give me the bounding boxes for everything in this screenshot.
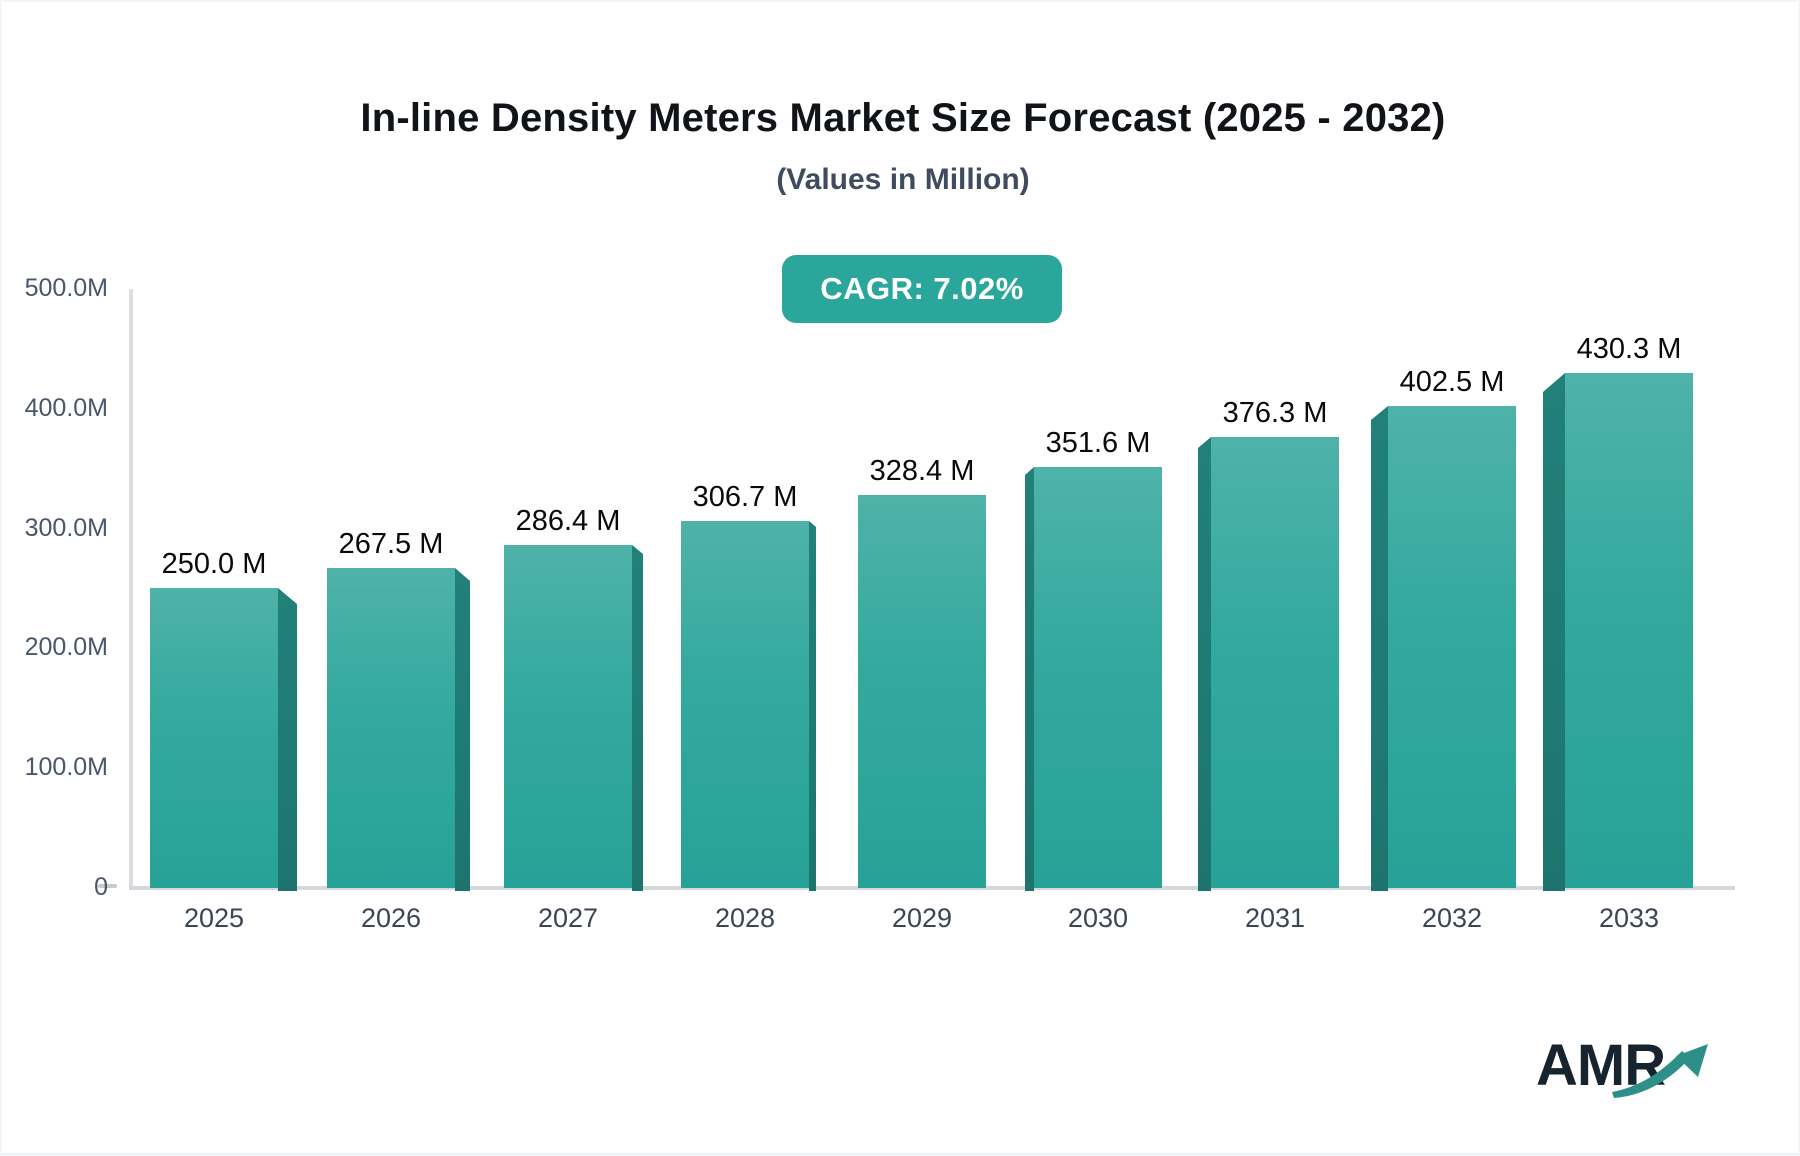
y-tick-label: 500.0M xyxy=(24,274,108,302)
bar-value-label: 250.0 M xyxy=(161,548,267,580)
bar-3d-side xyxy=(632,545,643,891)
bar-3d-side xyxy=(1543,373,1565,891)
x-tick-label-2026: 2026 xyxy=(360,903,422,933)
bar-value-label: 430.3 M xyxy=(1576,333,1682,365)
bar-value-label: 402.5 M xyxy=(1399,366,1505,398)
bar-3d-side xyxy=(278,588,297,891)
bar-value-label: 376.3 M xyxy=(1222,397,1328,429)
x-tick-label-2031: 2031 xyxy=(1244,903,1306,933)
bar-3d-side xyxy=(1371,406,1388,891)
bar-3d-side xyxy=(1025,467,1034,891)
x-tick-label-2030: 2030 xyxy=(1067,903,1129,933)
x-tick-label-2032: 2032 xyxy=(1421,903,1483,933)
bar-value-label: 267.5 M xyxy=(338,528,444,560)
bar-2032[interactable] xyxy=(1388,406,1516,888)
y-tick-label: 100.0M xyxy=(24,753,108,781)
growth-arrow-icon xyxy=(1612,1044,1708,1098)
x-tick-label-2027: 2027 xyxy=(537,903,599,933)
zero-tick-mark xyxy=(98,884,117,888)
bar-2029[interactable] xyxy=(858,495,986,888)
bar-2031[interactable] xyxy=(1211,437,1339,888)
bar-2028[interactable] xyxy=(681,521,809,888)
bar-value-label: 328.4 M xyxy=(869,455,975,487)
y-tick-label: 200.0M xyxy=(24,633,108,661)
cagr-badge-container: CAGR: 7.02% xyxy=(0,255,1800,323)
amr-logo: AMR xyxy=(1532,1032,1722,1112)
bar-2026[interactable] xyxy=(327,568,455,888)
bar-2025[interactable] xyxy=(150,588,278,888)
bar-value-label: 306.7 M xyxy=(692,481,798,513)
bar-2033[interactable] xyxy=(1565,373,1693,888)
y-tick-label: 0 xyxy=(94,873,108,901)
x-tick-label-2029: 2029 xyxy=(891,903,953,933)
bar-2030[interactable] xyxy=(1034,467,1162,888)
y-tick-label: 300.0M xyxy=(24,514,108,542)
x-tick-label-2028: 2028 xyxy=(714,903,776,933)
x-tick-label-2025: 2025 xyxy=(183,903,245,933)
y-tick-label: 400.0M xyxy=(24,394,108,422)
x-axis-baseline xyxy=(129,886,1735,890)
y-axis-line xyxy=(129,289,133,888)
chart-title: In-line Density Meters Market Size Forec… xyxy=(360,96,1446,140)
chart-subtitle: (Values in Million) xyxy=(776,163,1030,196)
bar-3d-side xyxy=(809,521,816,891)
bar-2027[interactable] xyxy=(504,545,632,888)
x-tick-label-2033: 2033 xyxy=(1598,903,1660,933)
bar-value-label: 351.6 M xyxy=(1045,427,1151,459)
bar-value-label: 286.4 M xyxy=(515,505,621,537)
bar-3d-side xyxy=(1198,437,1211,891)
cagr-badge: CAGR: 7.02% xyxy=(782,255,1062,323)
bar-3d-side xyxy=(455,568,470,891)
